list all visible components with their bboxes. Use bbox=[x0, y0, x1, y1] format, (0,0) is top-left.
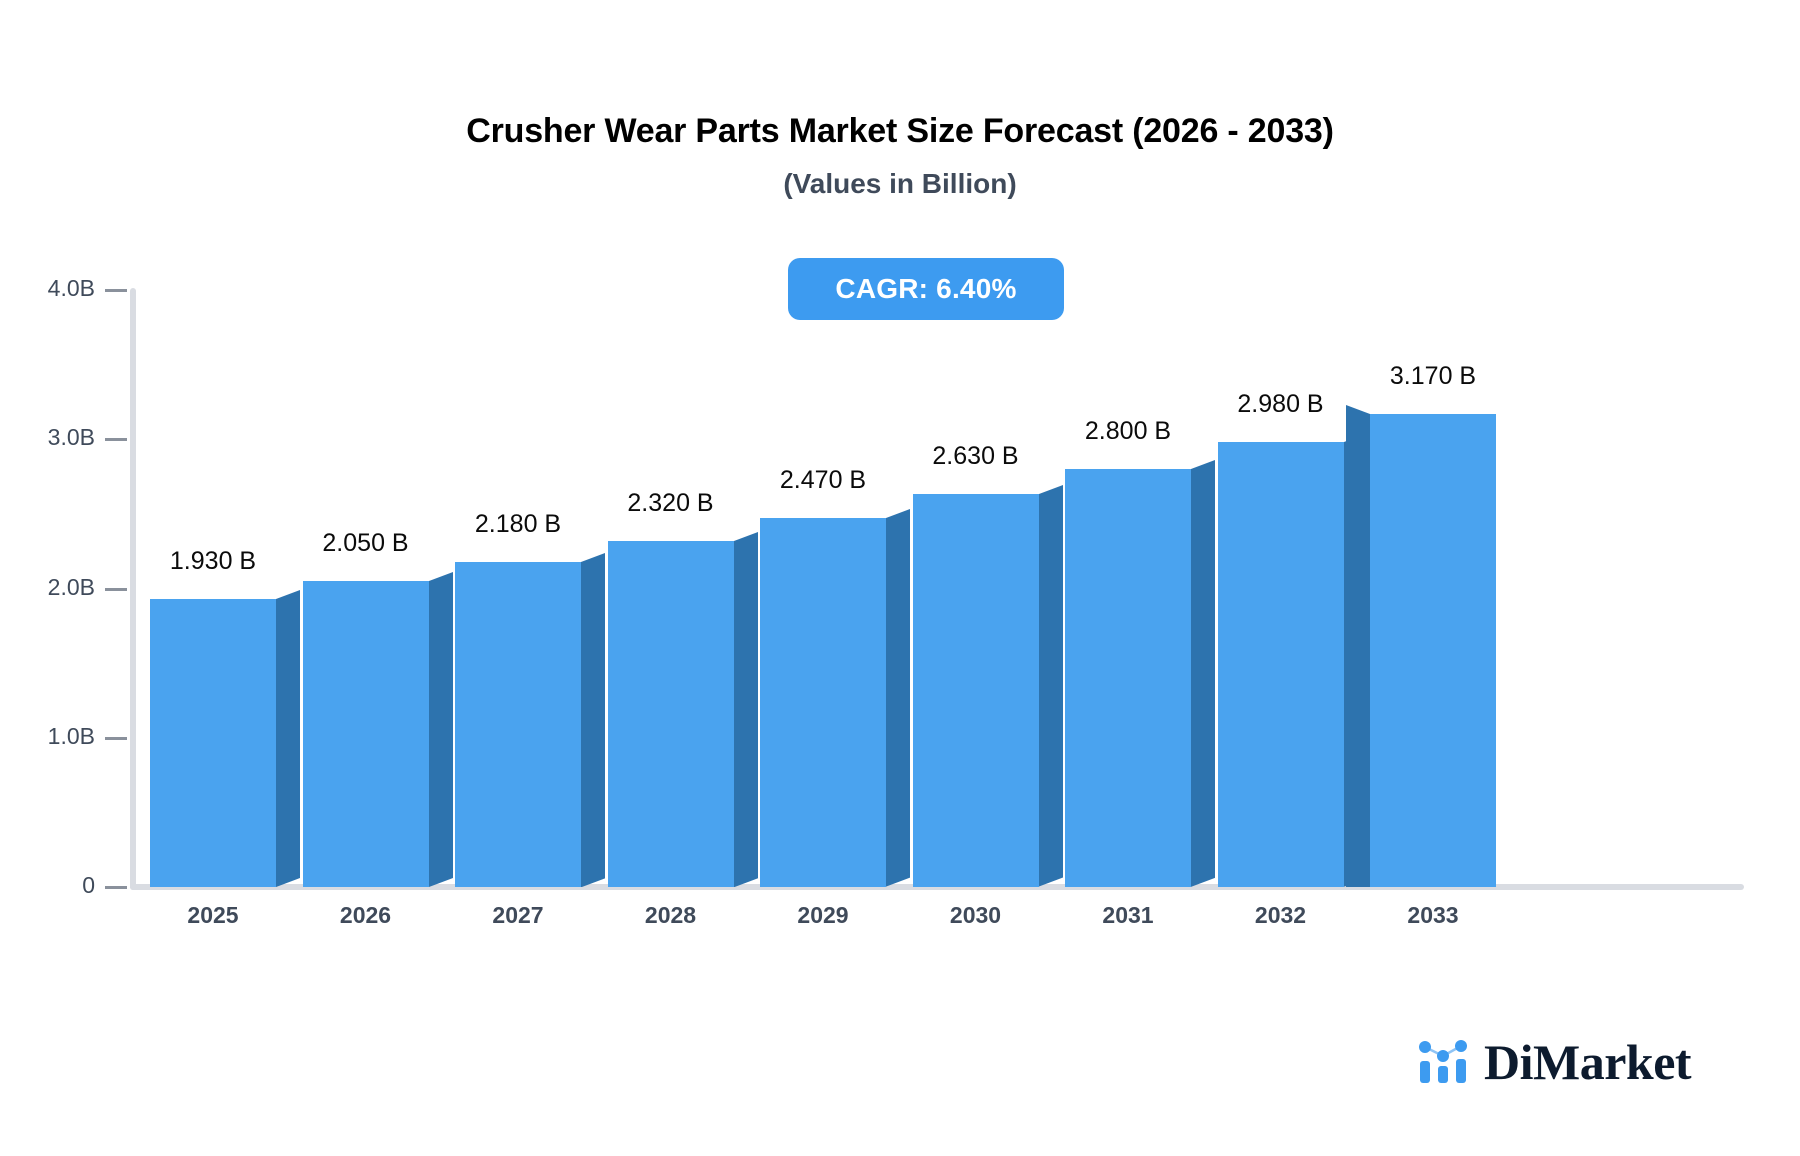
cagr-badge-label: CAGR: 6.40% bbox=[835, 273, 1017, 304]
x-axis-label-2028: 2028 bbox=[644, 902, 697, 928]
bar-value-label: 2.470 B bbox=[779, 466, 867, 495]
y-axis-tick bbox=[105, 289, 127, 292]
bar-side-face bbox=[733, 531, 758, 887]
bar-side-face bbox=[276, 589, 300, 887]
x-axis-label-2033: 2033 bbox=[1407, 902, 1459, 928]
y-axis-tick bbox=[105, 886, 127, 889]
bar-2033 bbox=[1370, 413, 1496, 887]
bar-side-face bbox=[1346, 404, 1370, 887]
x-axis-line bbox=[130, 884, 1744, 890]
y-axis-tick bbox=[105, 587, 127, 591]
bar-side-face bbox=[1038, 485, 1063, 887]
x-axis-label-2025: 2025 bbox=[187, 902, 239, 928]
brand-logo-text: DiMarket bbox=[1484, 1034, 1692, 1090]
bar-2027 bbox=[455, 561, 581, 887]
bar-value-label: 2.800 B bbox=[1084, 417, 1172, 446]
bar-2026 bbox=[302, 581, 429, 887]
bar-2031 bbox=[1065, 469, 1191, 887]
y-axis-tick-label: 1.0B bbox=[47, 722, 95, 749]
x-axis-label-2030: 2030 bbox=[949, 902, 1002, 928]
bar-side-face bbox=[1191, 460, 1215, 887]
bar-value-label: 2.630 B bbox=[932, 442, 1019, 471]
bar-value-label: 1.930 B bbox=[169, 546, 257, 575]
x-axis-label-2031: 2031 bbox=[1102, 902, 1154, 928]
bar-2028 bbox=[607, 540, 734, 887]
bar-side-face bbox=[428, 572, 453, 887]
y-axis-tick-label: 3.0B bbox=[47, 424, 95, 451]
y-axis-tick-label: 0 bbox=[82, 872, 95, 898]
y-axis-tick bbox=[105, 438, 127, 442]
bar-value-label: 2.320 B bbox=[627, 488, 714, 517]
bar-2025 bbox=[150, 598, 276, 887]
bar-side-face bbox=[581, 552, 605, 887]
cagr-badge: CAGR: 6.40% bbox=[788, 258, 1064, 320]
bar-value-label: 2.980 B bbox=[1237, 390, 1324, 419]
bar-chart-dots-icon bbox=[1416, 1035, 1472, 1090]
bar-value-label: 3.170 B bbox=[1389, 361, 1477, 390]
page-title: Crusher Wear Parts Market Size Forecast … bbox=[466, 112, 1334, 150]
x-axis-label-2029: 2029 bbox=[797, 902, 849, 928]
bar-value-label: 2.180 B bbox=[474, 509, 562, 538]
bar-2030 bbox=[912, 494, 1039, 887]
y-axis-line bbox=[130, 288, 136, 890]
bar-2029 bbox=[760, 518, 886, 887]
x-axis-label-2027: 2027 bbox=[492, 902, 544, 928]
x-axis-label-2032: 2032 bbox=[1254, 902, 1307, 928]
chart-subtitle: (Values in Billion) bbox=[783, 168, 1017, 199]
brand-logo: DiMarket bbox=[1416, 1032, 1692, 1092]
bar-side-face bbox=[886, 509, 910, 887]
x-axis-label-2026: 2026 bbox=[339, 902, 392, 928]
y-axis-tick-label: 2.0B bbox=[47, 573, 95, 600]
y-axis-tick-label: 4.0B bbox=[47, 275, 95, 301]
y-axis-tick bbox=[105, 736, 127, 740]
bar-2032 bbox=[1217, 442, 1344, 887]
bar-value-label: 2.050 B bbox=[322, 529, 409, 558]
